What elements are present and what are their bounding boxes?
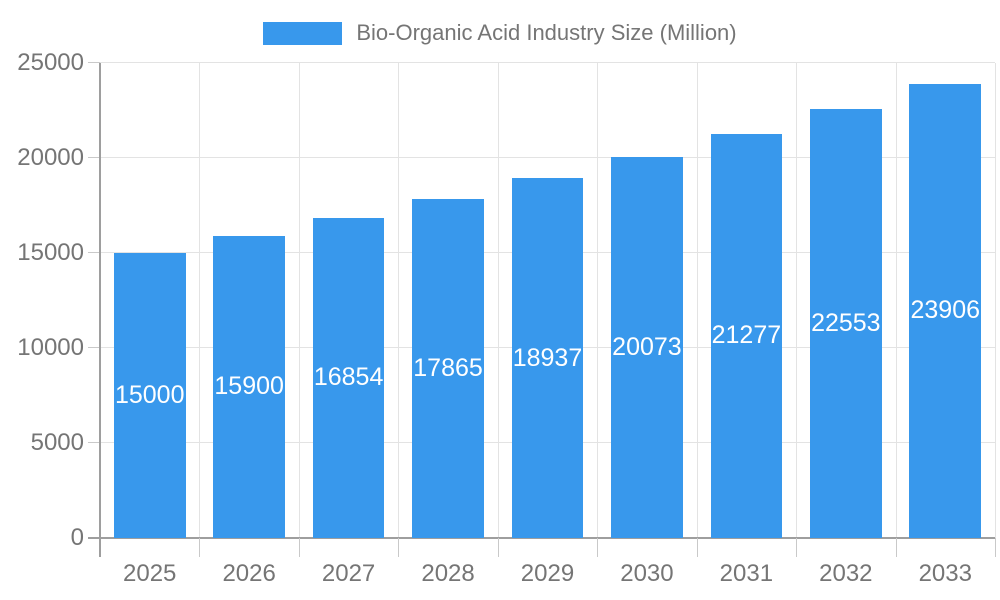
bar-value-label: 15000 [114, 381, 185, 409]
y-axis-tick [88, 442, 100, 443]
vertical-gridline [398, 63, 400, 538]
x-axis-line [88, 537, 995, 539]
bar: 16854 [312, 217, 385, 538]
x-axis-tick [696, 538, 698, 557]
x-axis-tick [995, 538, 996, 557]
bar-value-label: 18937 [512, 343, 583, 372]
bar-value-label: 21277 [711, 321, 782, 350]
bar: 18937 [511, 178, 584, 538]
vertical-gridline [597, 63, 599, 538]
bar: 22553 [810, 109, 882, 538]
bar-value-label: 16854 [313, 363, 384, 392]
y-axis-tick [88, 157, 100, 158]
y-axis-tick-label: 5000 [30, 429, 84, 456]
x-axis-tick [497, 538, 499, 557]
y-axis-tick [88, 252, 100, 253]
vertical-gridline [199, 63, 201, 538]
horizontal-gridline [100, 62, 995, 63]
bar: 20073 [611, 156, 683, 538]
bar: 23906 [909, 83, 982, 538]
y-axis-tick-label: 25000 [17, 49, 84, 76]
legend-label: Bio-Organic Acid Industry Size (Million) [356, 20, 737, 45]
y-axis-tick [88, 62, 100, 63]
y-axis-tick-label: 20000 [17, 144, 84, 171]
x-axis-tick-label: 2029 [520, 560, 575, 587]
x-axis-tick [398, 538, 400, 557]
horizontal-gridline [100, 157, 995, 158]
bar: 17865 [412, 198, 484, 538]
y-axis-tick [88, 347, 100, 348]
x-axis-tick [597, 538, 599, 557]
vertical-gridline [298, 63, 300, 538]
vertical-gridline [696, 63, 698, 538]
vertical-gridline [995, 63, 996, 538]
vertical-gridline [895, 63, 897, 538]
x-axis-tick-label: 2025 [123, 560, 177, 587]
y-axis-tick-label: 15000 [17, 239, 84, 266]
x-axis-tick [796, 538, 798, 557]
x-axis-tick [298, 538, 300, 557]
vertical-gridline [497, 63, 499, 538]
bar: 15000 [113, 253, 186, 538]
y-axis-tick-label: 10000 [17, 334, 84, 361]
x-axis-tick-label: 2030 [620, 560, 674, 587]
x-axis-tick-label: 2027 [321, 560, 376, 587]
vertical-gridline [796, 63, 798, 538]
bar-value-label: 17865 [413, 353, 483, 382]
y-axis-line [99, 63, 101, 557]
bar-value-label: 15900 [214, 372, 284, 401]
bar: 21277 [710, 133, 783, 538]
bar-value-label: 20073 [612, 332, 682, 361]
bar: 15900 [213, 235, 285, 538]
bar-value-label: 23906 [910, 296, 981, 325]
x-axis-tick-label: 2028 [421, 560, 475, 587]
bar-value-label: 22553 [811, 309, 881, 338]
x-axis-tick-label: 2032 [819, 560, 873, 587]
chart-legend: Bio-Organic Acid Industry Size (Million) [0, 20, 1000, 46]
x-axis-tick [199, 538, 201, 557]
x-axis-tick-label: 2031 [719, 560, 774, 587]
x-axis-tick [895, 538, 897, 557]
x-axis-tick-label: 2033 [918, 560, 972, 587]
legend-swatch-icon [263, 21, 343, 45]
x-axis-tick-label: 2026 [222, 560, 276, 587]
y-axis-tick-label: 0 [70, 524, 84, 551]
